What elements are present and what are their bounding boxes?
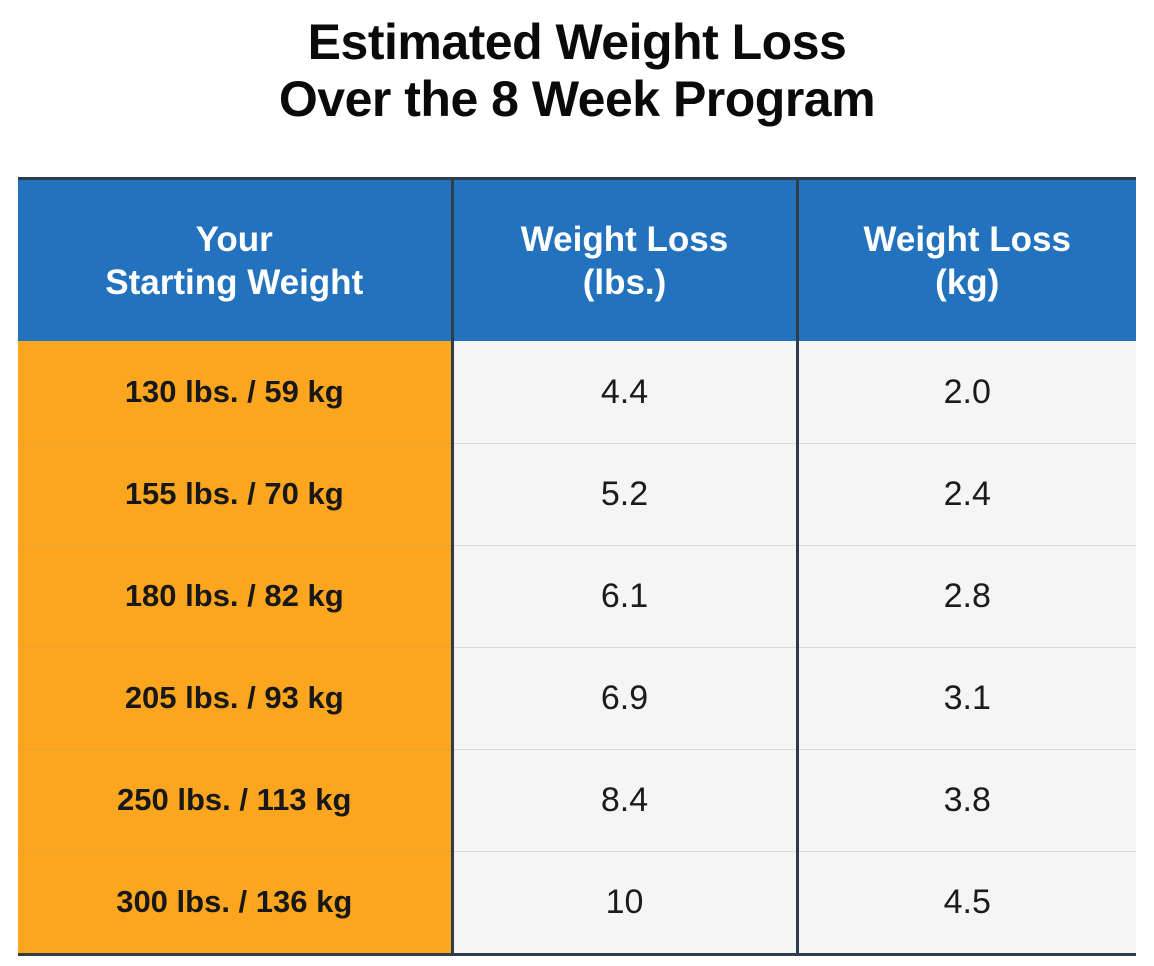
table-row: 300 lbs. / 136 kg 10 4.5	[18, 850, 1136, 953]
cell-weight-loss-lbs: 8.4	[452, 748, 799, 851]
table-row: 250 lbs. / 113 kg 8.4 3.8	[18, 748, 1136, 851]
column-header-starting-weight-line-2: Starting Weight	[105, 262, 364, 302]
table-row: 155 lbs. / 70 kg 5.2 2.4	[18, 442, 1136, 545]
cell-weight-loss-lbs: 5.2	[452, 442, 799, 545]
weight-loss-table: Your Starting Weight Weight Loss (lbs.) …	[18, 180, 1136, 953]
cell-weight-loss-lbs: 6.1	[452, 544, 799, 647]
column-header-starting-weight-line-1: Your	[195, 219, 273, 259]
cell-weight-loss-kg: 2.0	[797, 341, 1136, 443]
table-body: 130 lbs. / 59 kg 4.4 2.0 155 lbs. / 70 k…	[18, 341, 1136, 953]
column-header-weight-loss-lbs-line-1: Weight Loss	[520, 219, 729, 259]
cell-weight-loss-kg: 4.5	[797, 850, 1136, 953]
cell-weight-loss-lbs: 4.4	[452, 341, 799, 443]
table-header: Your Starting Weight Weight Loss (lbs.) …	[18, 180, 1136, 341]
cell-starting-weight: 180 lbs. / 82 kg	[18, 544, 454, 647]
cell-starting-weight: 130 lbs. / 59 kg	[18, 341, 454, 443]
column-header-weight-loss-lbs: Weight Loss (lbs.)	[452, 180, 799, 341]
column-header-weight-loss-kg-line-1: Weight Loss	[863, 219, 1071, 259]
cell-starting-weight: 250 lbs. / 113 kg	[18, 748, 454, 851]
cell-weight-loss-kg: 2.8	[797, 544, 1136, 647]
cell-weight-loss-lbs: 6.9	[452, 646, 799, 749]
page-title: Estimated Weight Loss Over the 8 Week Pr…	[0, 14, 1154, 128]
cell-starting-weight: 155 lbs. / 70 kg	[18, 442, 454, 545]
weight-loss-table-container: Your Starting Weight Weight Loss (lbs.) …	[18, 177, 1136, 956]
page-title-line-2: Over the 8 Week Program	[278, 71, 876, 127]
table-row: 205 lbs. / 93 kg 6.9 3.1	[18, 646, 1136, 749]
page-title-line-1: Estimated Weight Loss	[307, 14, 847, 70]
cell-weight-loss-kg: 3.1	[797, 646, 1136, 749]
cell-weight-loss-lbs: 10	[452, 850, 799, 953]
cell-weight-loss-kg: 2.4	[797, 442, 1136, 545]
column-header-weight-loss-kg: Weight Loss (kg)	[797, 180, 1136, 341]
table-row: 180 lbs. / 82 kg 6.1 2.8	[18, 544, 1136, 647]
column-header-starting-weight: Your Starting Weight	[18, 180, 454, 341]
table-row: 130 lbs. / 59 kg 4.4 2.0	[18, 341, 1136, 443]
cell-starting-weight: 205 lbs. / 93 kg	[18, 646, 454, 749]
cell-starting-weight: 300 lbs. / 136 kg	[18, 850, 454, 953]
table-header-row: Your Starting Weight Weight Loss (lbs.) …	[18, 180, 1136, 341]
cell-weight-loss-kg: 3.8	[797, 748, 1136, 851]
column-header-weight-loss-lbs-line-2: (lbs.)	[582, 262, 667, 302]
column-header-weight-loss-kg-line-2: (kg)	[935, 262, 1000, 302]
